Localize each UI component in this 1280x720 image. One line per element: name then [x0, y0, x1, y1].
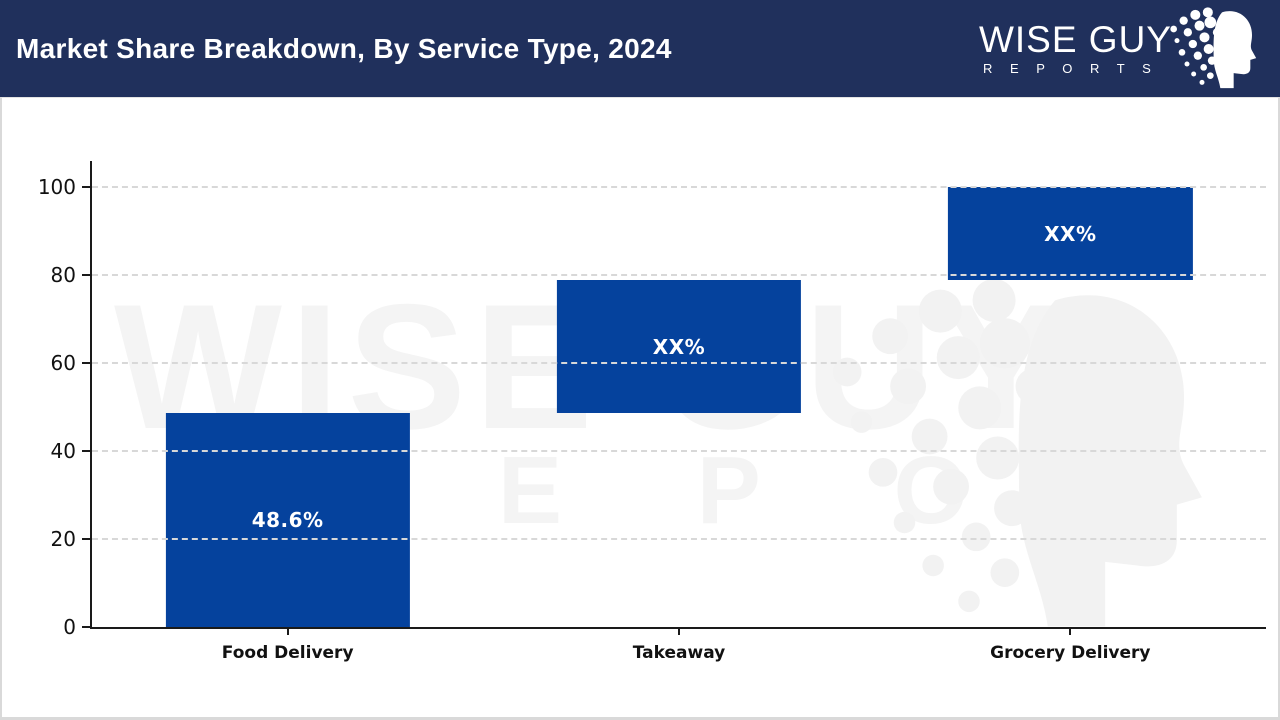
- gridline: [92, 538, 1266, 541]
- gridline: [92, 450, 1266, 453]
- x-tick-label: Grocery Delivery: [990, 643, 1151, 663]
- y-tick-label: 0: [63, 615, 76, 639]
- x-tick-label: Takeaway: [632, 643, 726, 663]
- y-tick-label: 20: [50, 527, 76, 552]
- gridline: [92, 274, 1266, 277]
- wiseguy-logo: WISE GUY R E P O R T S: [979, 6, 1262, 91]
- y-tick-label: 100: [37, 175, 76, 200]
- bar-value-label: 48.6%: [251, 508, 324, 533]
- page-title: Market Share Breakdown, By Service Type,…: [16, 32, 672, 64]
- plot-area: 0 20 40 60 80 100 48.6% Food Delivery XX% Takeawa…: [38, 161, 1266, 663]
- header-bar: Market Share Breakdown, By Service Type,…: [0, 0, 1280, 97]
- waterfall-bar: XX%: [556, 279, 802, 414]
- x-tick-label: Food Delivery: [221, 643, 354, 663]
- y-tick-label: 80: [50, 263, 76, 288]
- logo-line1: WISE GUY: [978, 19, 1172, 60]
- bar-value-label: XX%: [652, 334, 706, 359]
- y-tick-mark: [82, 362, 90, 365]
- x-tick-mark: [678, 627, 680, 635]
- gridline: [92, 186, 1266, 189]
- logo-face-icon: [1170, 6, 1257, 88]
- logo-line2: R E P O R T S: [982, 61, 1158, 76]
- gridline: [92, 362, 1266, 365]
- waterfall-bar: XX%: [948, 187, 1193, 280]
- y-tick-mark: [82, 186, 90, 189]
- bar-value-label: XX%: [1044, 221, 1097, 246]
- y-tick-mark: [82, 626, 90, 628]
- y-tick-mark: [82, 450, 90, 453]
- y-tick-label: 40: [50, 439, 76, 464]
- y-tick-mark: [82, 274, 90, 277]
- y-tick-mark: [82, 538, 90, 541]
- y-tick-label: 60: [50, 351, 76, 376]
- x-tick-mark: [1069, 627, 1072, 635]
- x-tick-mark: [286, 627, 289, 635]
- waterfall-bar: 48.6%: [165, 413, 410, 627]
- logo-wordmark: WISE GUY R E P O R T S: [979, 21, 1172, 76]
- chart-canvas: WISE GUY R E P O R T S 02040608010048.6%…: [0, 97, 1280, 720]
